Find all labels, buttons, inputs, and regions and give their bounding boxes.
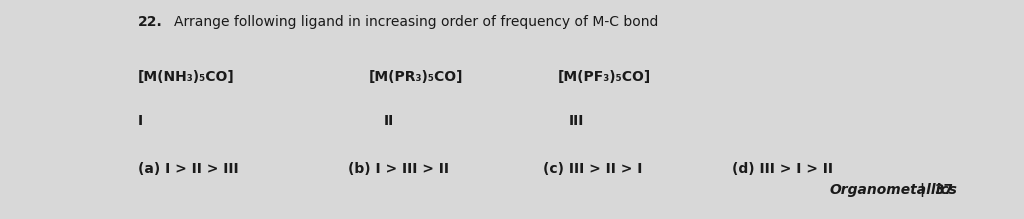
Text: [M(PR₃)₅CO]: [M(PR₃)₅CO] <box>369 70 463 84</box>
Text: 37: 37 <box>934 183 953 197</box>
Text: (c) III > II > I: (c) III > II > I <box>543 162 642 176</box>
Text: (a) I > II > III: (a) I > II > III <box>138 162 239 176</box>
Text: (b) I > III > II: (b) I > III > II <box>348 162 450 176</box>
Text: [M(NH₃)₅CO]: [M(NH₃)₅CO] <box>138 70 234 84</box>
Text: 22.: 22. <box>138 15 163 29</box>
Text: |: | <box>920 183 925 197</box>
Text: [M(PF₃)₅CO]: [M(PF₃)₅CO] <box>558 70 651 84</box>
Text: Arrange following ligand in increasing order of frequency of M-C bond: Arrange following ligand in increasing o… <box>174 15 658 29</box>
Text: (d) III > I > II: (d) III > I > II <box>732 162 834 176</box>
Text: II: II <box>384 114 394 128</box>
Text: I: I <box>138 114 143 128</box>
Text: III: III <box>568 114 584 128</box>
Text: Organometallics: Organometallics <box>829 183 957 197</box>
